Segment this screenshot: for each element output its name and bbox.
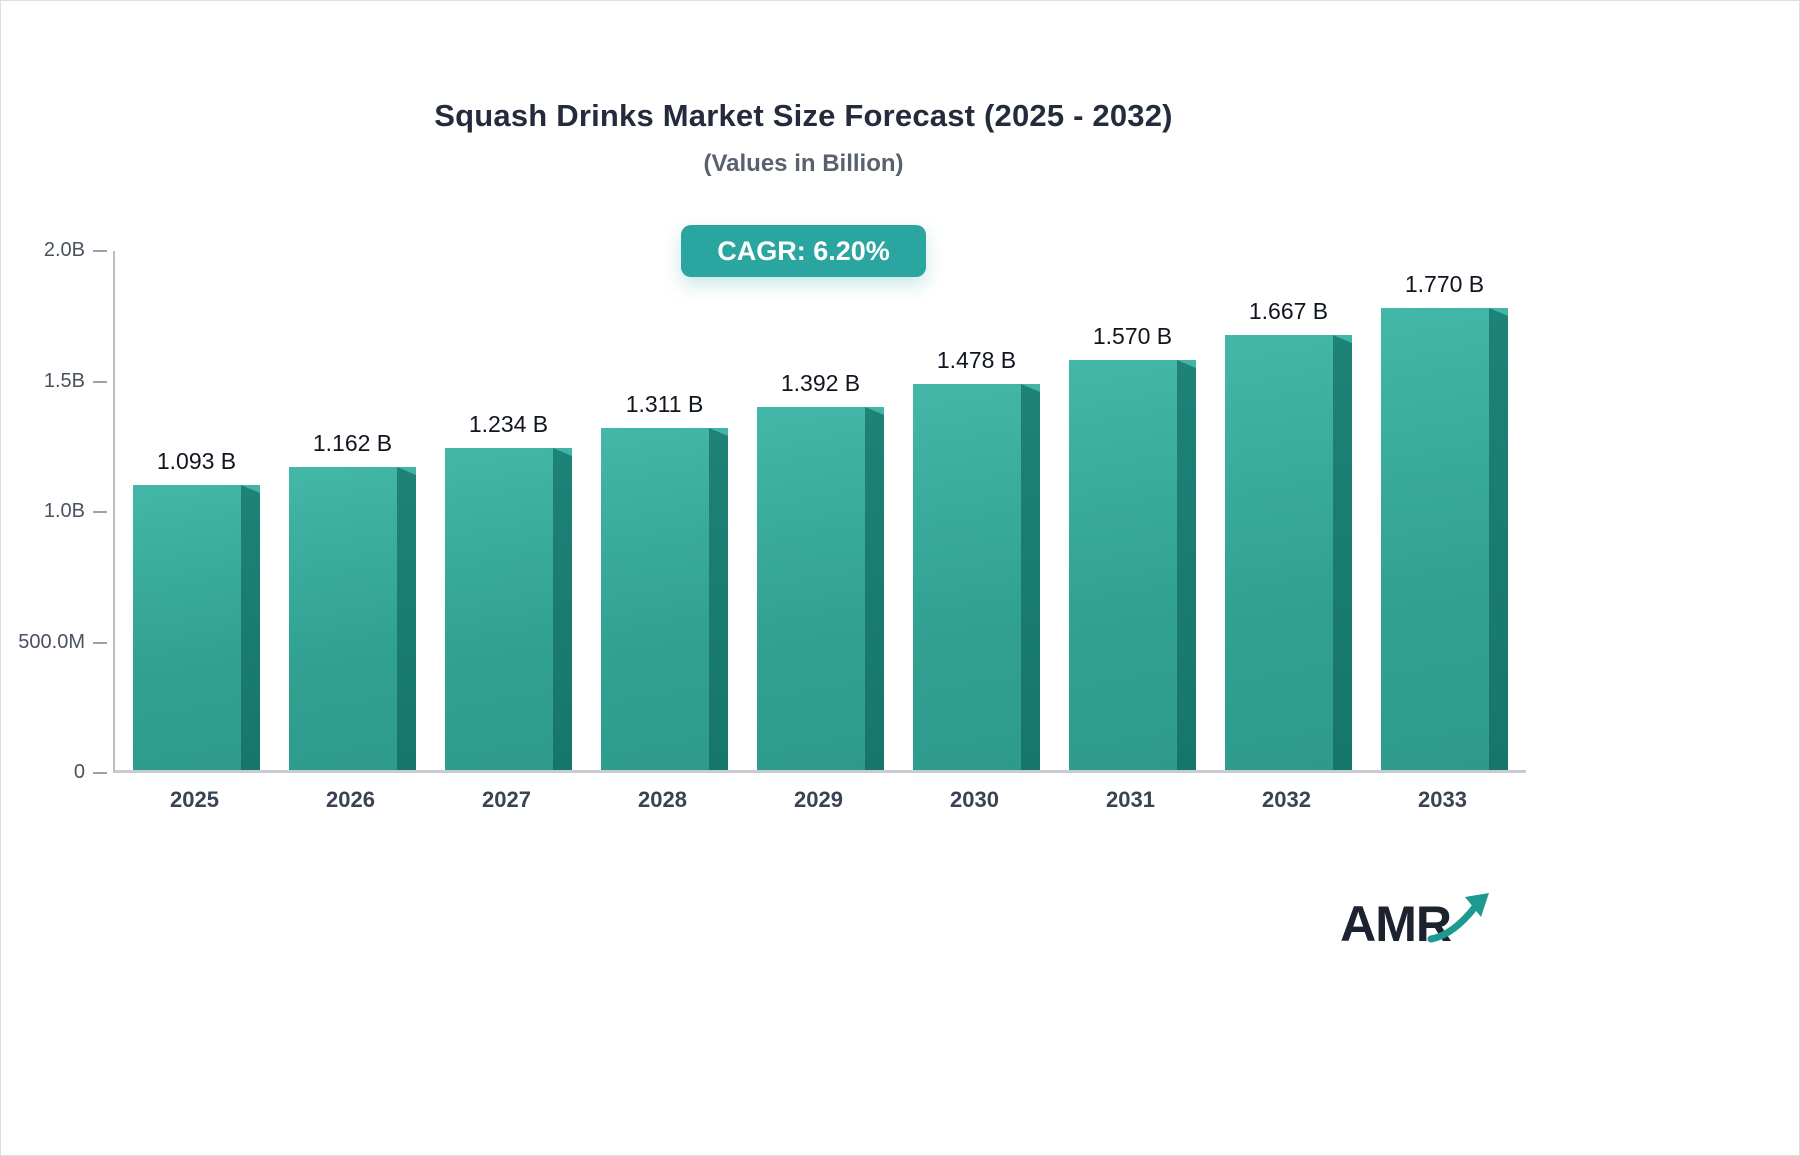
bar-value-label: 1.162 B <box>312 430 393 456</box>
bar-group: 1.478 B <box>913 251 1040 770</box>
y-tick-mark <box>93 380 107 383</box>
x-axis-label: 2032 <box>1262 787 1311 812</box>
chart-content: Squash Drinks Market Size Forecast (2025… <box>18 97 1566 813</box>
bar <box>289 467 416 770</box>
bar-side-face <box>397 467 416 770</box>
bar-group: 1.392 B <box>757 251 884 770</box>
bar-side-face <box>553 448 572 770</box>
bar <box>1381 308 1508 770</box>
y-axis-tick-label: 0 <box>73 761 85 783</box>
bar-value-label: 1.667 B <box>1248 298 1329 324</box>
bar-side-face <box>1489 308 1508 770</box>
bar-value-label: 1.770 B <box>1404 271 1485 297</box>
plot-area: 1.093 B 1.162 B 1.234 B 1.311 B 1.392 B 1.478… <box>113 251 1526 773</box>
chart-title: Squash Drinks Market Size Forecast (2025… <box>434 98 1173 133</box>
x-axis-label: 2026 <box>326 787 375 812</box>
bar <box>133 485 260 770</box>
bar <box>445 448 572 770</box>
y-axis-tick-label: 1.5B <box>43 369 85 392</box>
bar <box>1225 335 1352 770</box>
y-axis-tick-label: 500.0M <box>18 630 85 653</box>
y-axis-tick-label: 1.0B <box>43 500 85 522</box>
bar-value-label: 1.392 B <box>780 370 861 396</box>
bar-value-label: 1.234 B <box>468 411 549 437</box>
x-axis-label: 2033 <box>1418 787 1467 812</box>
bar-group: 1.770 B <box>1381 251 1508 770</box>
y-tick-mark <box>93 641 107 644</box>
bars-container: 1.093 B 1.162 B 1.234 B 1.311 B 1.392 B 1.478… <box>115 251 1526 770</box>
bar-value-label: 1.570 B <box>1092 323 1173 349</box>
bar <box>913 384 1040 770</box>
x-axis-label: 2025 <box>170 787 219 812</box>
x-axis-label: 2027 <box>482 787 531 812</box>
y-axis: 2.0B 1.5B 1.0B 500.0M 0 <box>18 239 113 783</box>
bar-group: 1.667 B <box>1225 251 1352 770</box>
bar-side-face <box>241 485 260 770</box>
bar-side-face <box>1021 384 1040 770</box>
bar <box>601 428 728 770</box>
x-axis-label: 2029 <box>794 787 843 812</box>
bar-side-face <box>865 407 884 770</box>
bar <box>1069 360 1196 770</box>
x-axis-labels: 2025 2026 2027 2028 2029 2030 2031 2032 2033 <box>113 787 1526 813</box>
bar <box>757 407 884 770</box>
bar-side-face <box>1333 335 1352 770</box>
chart-subtitle: (Values in Billion) <box>703 150 904 177</box>
bar-side-face <box>709 428 728 770</box>
bar-group: 1.570 B <box>1069 251 1196 770</box>
bar-group: 1.234 B <box>445 251 572 770</box>
cagr-badge: CAGR: 6.20% <box>681 225 926 277</box>
amr-logo: AMR <box>1340 893 1493 953</box>
x-axis-label: 2031 <box>1106 787 1155 812</box>
bar-chart: 2.0B 1.5B 1.0B 500.0M 0 1.093 B 1.162 B 1.234 … <box>18 239 1566 783</box>
bar-side-face <box>1177 360 1196 770</box>
bar-value-label: 1.311 B <box>625 391 704 417</box>
x-axis-label: 2028 <box>638 787 687 812</box>
y-axis-tick-label: 2.0B <box>43 239 85 261</box>
y-tick-mark <box>93 250 107 252</box>
x-axis-label: 2030 <box>950 787 999 812</box>
bar-group: 1.162 B <box>289 251 416 770</box>
bar-group: 1.093 B <box>133 251 260 770</box>
bar-value-label: 1.093 B <box>156 448 237 474</box>
bar-group: 1.311 B <box>601 251 728 770</box>
logo-text: AMR <box>1340 896 1452 952</box>
bar-value-label: 1.478 B <box>936 347 1017 373</box>
y-tick-mark <box>93 772 107 774</box>
y-tick-mark <box>93 511 107 513</box>
logo-arrow-icon <box>1427 893 1489 943</box>
